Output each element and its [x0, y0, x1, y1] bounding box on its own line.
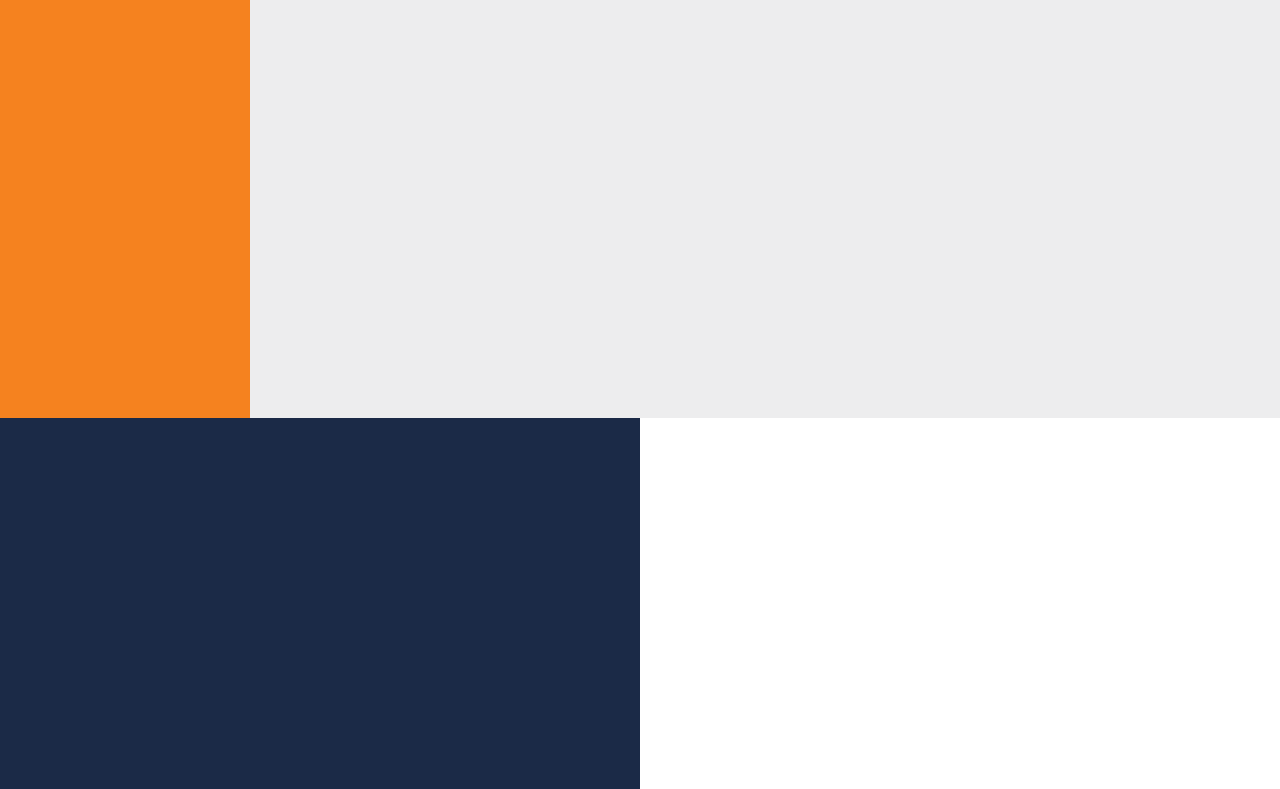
- Bar: [1184, 189, 1226, 367]
- Bar: [861, 299, 904, 367]
- Bar: [778, 247, 819, 367]
- Text: treatment market will: treatment market will: [26, 71, 146, 81]
- Point: [534, 608, 554, 620]
- Bar: [659, 480, 692, 522]
- Text: REPORTS: REPORTS: [1238, 729, 1277, 738]
- Text: the  Pigmentation disorder: the Pigmentation disorder: [26, 46, 174, 56]
- Bar: [1023, 269, 1065, 367]
- Point: [534, 616, 554, 629]
- Bar: [1100, 89, 1142, 367]
- FancyBboxPatch shape: [1176, 721, 1234, 763]
- Y-axis label: USD Million: USD Million: [742, 174, 753, 233]
- Text: 2019-2026,: 2019-2026,: [26, 21, 90, 31]
- Legend: 2018, 2026: 2018, 2026: [253, 652, 412, 675]
- Bar: [659, 677, 692, 706]
- Point: [252, 578, 273, 591]
- Text: Increase  in target population will fuel the market growth
in APAC.: Increase in target population will fuel …: [712, 677, 1030, 701]
- Bar: [55, 331, 84, 402]
- Text: R: R: [1142, 715, 1156, 734]
- Text: 43.5%: 43.5%: [517, 31, 660, 73]
- Text: of the global
chemical peels
market is
occupied by the
pigmentation
disorder mar: of the global chemical peels market is o…: [517, 117, 637, 222]
- Text: 8.4%: 8.4%: [26, 184, 118, 217]
- Text: ACCELERATE: ACCELERATE: [26, 105, 192, 129]
- Bar: [134, 267, 165, 402]
- Wedge shape: [285, 122, 364, 349]
- Point: [111, 464, 132, 477]
- Text: • As per the disease condition Acne vulgaris has registered the highest growth o: • As per the disease condition Acne vulg…: [19, 688, 477, 712]
- Point: [111, 549, 132, 562]
- Text: at a CAGR of: at a CAGR of: [26, 155, 100, 168]
- Text: North America held a market share of 31.6% in the year
2018. High level of R&D i: North America held a market share of 31.…: [712, 482, 1025, 535]
- Text: Europe held a market share of 28.2% in the year 2018
with a compounded  annual g: Europe held a market share of 28.2% in t…: [712, 591, 1021, 630]
- Text: 2,164.3: 2,164.3: [938, 176, 980, 186]
- Text: 2,253.8: 2,253.8: [138, 539, 188, 552]
- Bar: [1142, 127, 1184, 367]
- Bar: [819, 267, 861, 367]
- Bar: [95, 301, 125, 402]
- Point: [393, 605, 413, 618]
- Wedge shape: [305, 57, 390, 154]
- Legend: North America, Europe, Asia Pacific: North America, Europe, Asia Pacific: [837, 415, 1166, 434]
- Text: D: D: [1197, 715, 1212, 734]
- Bar: [659, 588, 692, 626]
- Bar: [938, 188, 980, 367]
- Text: The rising concern for the skin related factors have
proven to be a boon for the: The rising concern for the skin related …: [271, 323, 584, 394]
- Wedge shape: [348, 297, 433, 361]
- Bar: [20, 351, 50, 402]
- Point: [393, 614, 413, 626]
- FancyBboxPatch shape: [1120, 721, 1178, 763]
- Text: AND DATA: AND DATA: [1238, 745, 1280, 754]
- Text: • Vitiligo is registering the second highest growth in the market in 2018 with a: • Vitiligo is registering the second hig…: [19, 738, 470, 762]
- Bar: [980, 226, 1023, 367]
- Point: [252, 552, 273, 564]
- Wedge shape: [390, 57, 495, 349]
